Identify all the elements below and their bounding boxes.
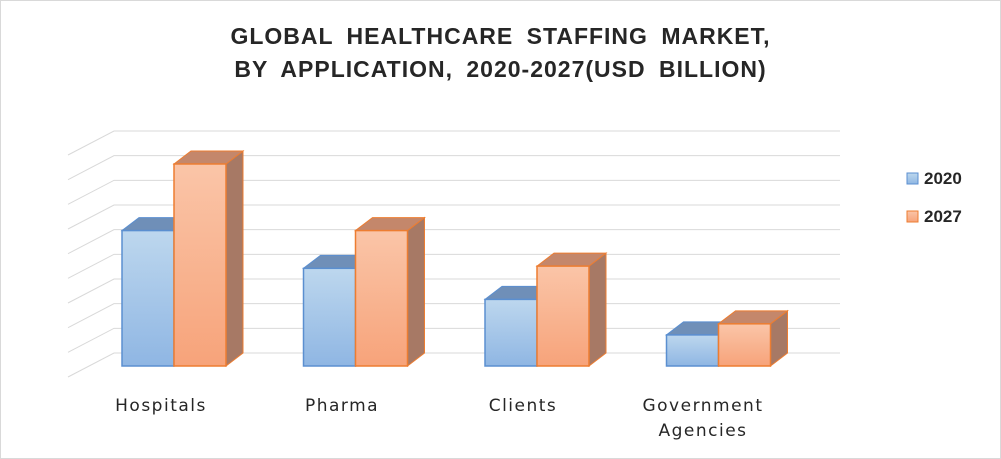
chart-title-line1: GLOBAL HEALTHCARE STAFFING MARKET, xyxy=(230,23,771,49)
bar-s1-3 xyxy=(717,309,789,368)
legend-label-1: 2027 xyxy=(924,207,962,226)
gridline xyxy=(67,130,840,156)
bars xyxy=(120,149,789,368)
category-label: Clients xyxy=(489,396,558,416)
category-label: Pharma xyxy=(305,396,379,416)
legend-label-0: 2020 xyxy=(924,169,962,188)
bar-s1-1 xyxy=(354,216,426,368)
legend-swatch-0 xyxy=(906,172,919,185)
category-label: Government xyxy=(642,396,763,416)
category-labels: Hospitals Pharma Clients Government Agencies xyxy=(115,396,763,441)
chart-title: GLOBAL HEALTHCARE STAFFING MARKET, BY AP… xyxy=(0,20,1001,86)
category-label: Hospitals xyxy=(115,396,207,416)
gridline xyxy=(67,179,840,205)
gridline xyxy=(67,155,840,181)
legend: 2020 2027 xyxy=(906,169,962,226)
legend-swatch-1 xyxy=(906,210,919,223)
bar-s1-2 xyxy=(535,252,608,368)
gridline xyxy=(67,229,840,255)
chart-title-line2: BY APPLICATION, 2020-2027(USD BILLION) xyxy=(234,56,767,82)
gridline xyxy=(67,204,840,230)
category-label: Agencies xyxy=(658,421,747,441)
bar-s1-0 xyxy=(172,149,245,368)
